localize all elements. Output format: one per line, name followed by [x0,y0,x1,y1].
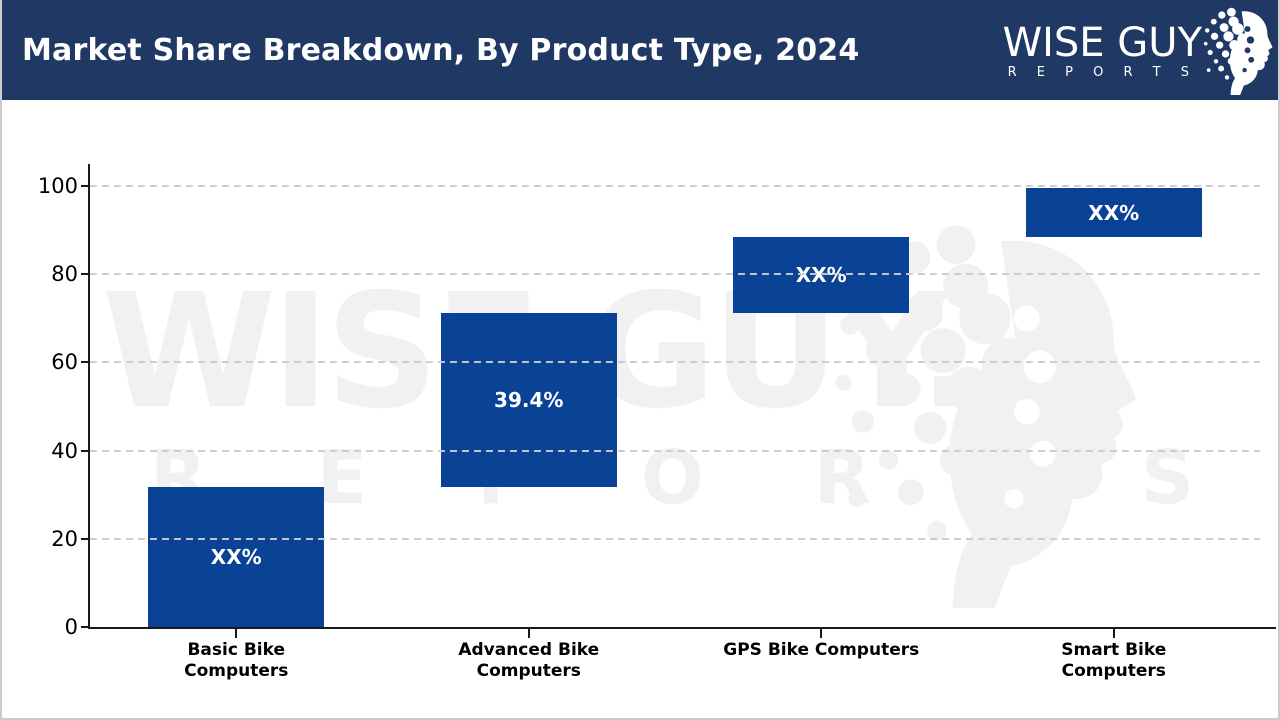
y-tick-mark [81,626,89,628]
bar-segment: XX% [733,237,910,314]
y-tick-label: 80 [51,262,78,287]
bar-value-label: XX% [210,545,262,570]
y-gridline [90,185,1260,187]
x-tick-mark [1112,629,1115,638]
category-label: Basic Bike Computers [184,640,289,681]
x-tick-mark [527,629,530,638]
y-gridline [90,273,1260,276]
x-tick-mark [820,629,823,638]
y-axis-line [88,164,90,629]
wiseguy-head-icon [1203,7,1273,95]
y-tick-mark [81,361,89,364]
category-label: GPS Bike Computers [723,640,920,660]
y-gridline [90,537,1260,540]
wiseguy-logo-text: WISE GUY R E P O R T S [1003,22,1202,80]
y-tick-label: 20 [51,526,78,551]
x-tick-mark [235,629,238,638]
bar-value-label: XX% [1088,200,1140,225]
y-tick-mark [81,537,89,540]
bar-segment: 39.4% [440,313,617,488]
y-tick-label: 100 [37,174,78,198]
y-tick-mark [81,273,89,276]
category-label: Advanced Bike Computers [458,640,600,681]
y-gridline [90,449,1260,452]
bar-value-label: 39.4% [494,388,564,413]
header-bar: Market Share Breakdown, By Product Type,… [2,0,1278,100]
y-tick-label: 40 [51,438,78,463]
x-axis-line [88,627,1276,629]
y-tick-label: 0 [64,615,78,639]
wiseguy-logo: WISE GUY R E P O R T S [992,6,1278,96]
wiseguy-logo-subtitle: R E P O R T S [1007,65,1197,80]
wiseguy-logo-name: WISE GUY [1002,20,1202,66]
y-tick-mark [81,185,89,187]
category-label: Smart Bike Computers [1061,640,1167,681]
bar-value-label: XX% [795,263,847,288]
bar-segment: XX% [1025,188,1202,238]
y-tick-label: 60 [51,350,78,375]
y-gridline [90,361,1260,364]
bar-segment: XX% [148,487,325,627]
page-title: Market Share Breakdown, By Product Type,… [22,32,860,68]
y-tick-mark [81,449,89,452]
